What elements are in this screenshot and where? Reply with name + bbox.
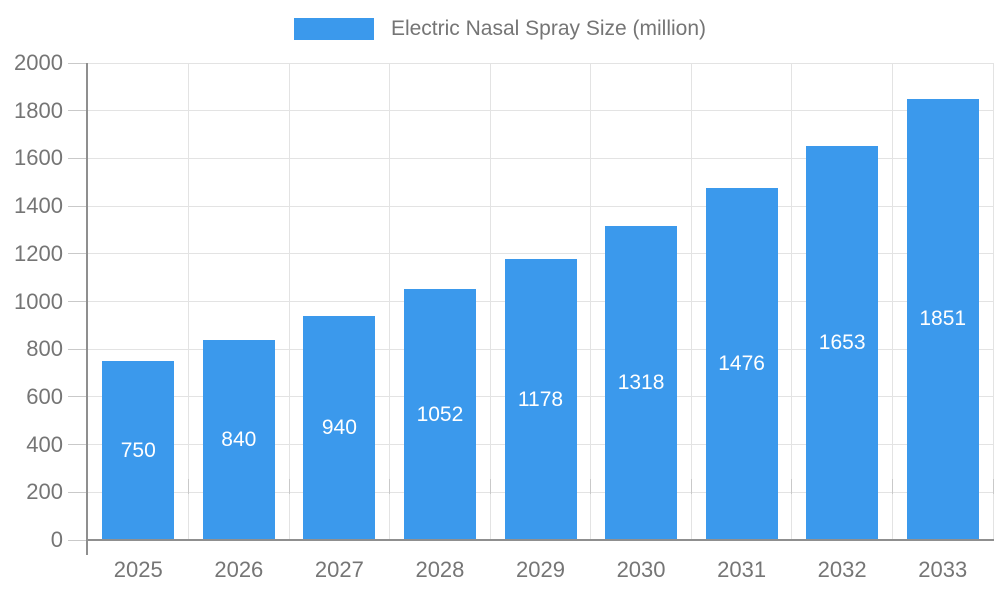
legend-label: Electric Nasal Spray Size (million) <box>390 17 707 40</box>
x-axis-label: 2026 <box>214 557 264 582</box>
bar-2027[interactable]: 940 <box>303 315 376 540</box>
bar-2025[interactable]: 750 <box>102 361 175 540</box>
y-axis-label: 1200 <box>14 240 63 266</box>
x-axis-tick <box>188 479 190 494</box>
y-axis-tick <box>68 205 88 207</box>
y-axis-label: 400 <box>26 431 63 457</box>
y-axis-label: 800 <box>26 336 63 362</box>
v-gridline <box>791 63 793 540</box>
bar-value-label: 1318 <box>617 370 665 394</box>
bar-2028[interactable]: 1052 <box>403 289 476 540</box>
x-axis-label: 2027 <box>314 557 364 582</box>
bar-value-label: 940 <box>321 415 357 439</box>
legend-swatch <box>293 18 374 40</box>
bar-2030[interactable]: 1318 <box>605 225 678 540</box>
x-axis-label: 2032 <box>817 557 867 582</box>
x-axis-tick <box>690 479 692 494</box>
v-gridline <box>690 63 692 540</box>
v-gridline <box>288 63 290 540</box>
bar-value-label: 1851 <box>919 307 967 331</box>
v-gridline <box>188 63 190 540</box>
y-axis-label: 1600 <box>14 145 63 171</box>
x-axis-tick <box>288 479 290 494</box>
y-axis-tick <box>68 396 88 398</box>
y-axis-tick <box>68 62 88 64</box>
bar-value-label: 1653 <box>818 330 866 354</box>
y-axis-label: 0 <box>50 527 63 552</box>
x-axis-line <box>86 539 994 541</box>
v-gridline <box>891 63 893 540</box>
v-gridline <box>992 63 994 540</box>
x-axis-tick <box>590 479 592 494</box>
y-axis-tick <box>68 539 88 541</box>
y-axis-tick <box>68 110 88 112</box>
h-gridline <box>88 62 993 64</box>
h-gridline <box>88 205 993 207</box>
y-axis-label: 1000 <box>14 288 63 314</box>
y-axis-label: 200 <box>26 479 63 505</box>
bar-2029[interactable]: 1178 <box>504 259 577 540</box>
bar-value-label: 1052 <box>416 402 464 426</box>
h-gridline <box>88 157 993 159</box>
bar-value-label: 1476 <box>718 351 765 375</box>
h-gridline <box>88 253 993 255</box>
x-axis-label: 2025 <box>113 557 163 582</box>
y-axis-line <box>86 63 88 555</box>
x-axis-tick <box>992 479 994 494</box>
y-axis-label: 600 <box>26 383 63 409</box>
y-axis-tick <box>68 253 88 255</box>
bar-value-label: 1178 <box>517 387 564 411</box>
y-axis-label: 2000 <box>14 50 63 75</box>
y-axis-tick <box>68 301 88 302</box>
x-axis-label: 2030 <box>616 557 666 582</box>
bar-2026[interactable]: 840 <box>202 339 275 540</box>
y-axis-label: 1800 <box>14 97 63 123</box>
x-axis-label: 2029 <box>516 557 565 582</box>
y-axis-label: 1400 <box>14 193 63 219</box>
v-gridline <box>590 63 592 540</box>
bar-2033[interactable]: 1851 <box>906 98 979 540</box>
legend[interactable]: Electric Nasal Spray Size (million) <box>0 17 1000 41</box>
x-axis-label: 2033 <box>918 557 968 582</box>
bar-2031[interactable]: 1476 <box>705 187 778 540</box>
y-axis-tick <box>68 444 88 446</box>
x-axis-label: 2031 <box>717 557 767 582</box>
v-gridline <box>489 63 491 540</box>
x-axis-label: 2028 <box>415 557 465 582</box>
x-axis-tick <box>489 479 491 494</box>
x-axis-tick <box>389 479 391 494</box>
bar-value-label: 750 <box>120 438 156 462</box>
h-gridline <box>88 110 993 112</box>
bar-value-label: 840 <box>221 427 257 451</box>
plot-area: 750 840 940 1052 1178 1318 1476 1653 1851 <box>68 62 994 541</box>
x-axis-tick <box>791 479 793 494</box>
y-axis-tick <box>68 348 88 350</box>
y-axis-tick <box>68 491 88 493</box>
x-axis-tick <box>891 479 893 494</box>
y-axis-tick <box>68 157 88 159</box>
bar-2032[interactable]: 1653 <box>806 145 879 540</box>
v-gridline <box>389 63 391 540</box>
